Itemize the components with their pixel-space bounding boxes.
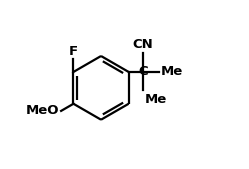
Text: C: C bbox=[138, 65, 148, 78]
Text: Me: Me bbox=[160, 65, 183, 78]
Text: CN: CN bbox=[132, 38, 153, 51]
Text: F: F bbox=[69, 45, 78, 58]
Text: MeO: MeO bbox=[26, 104, 60, 117]
Text: Me: Me bbox=[145, 93, 167, 106]
